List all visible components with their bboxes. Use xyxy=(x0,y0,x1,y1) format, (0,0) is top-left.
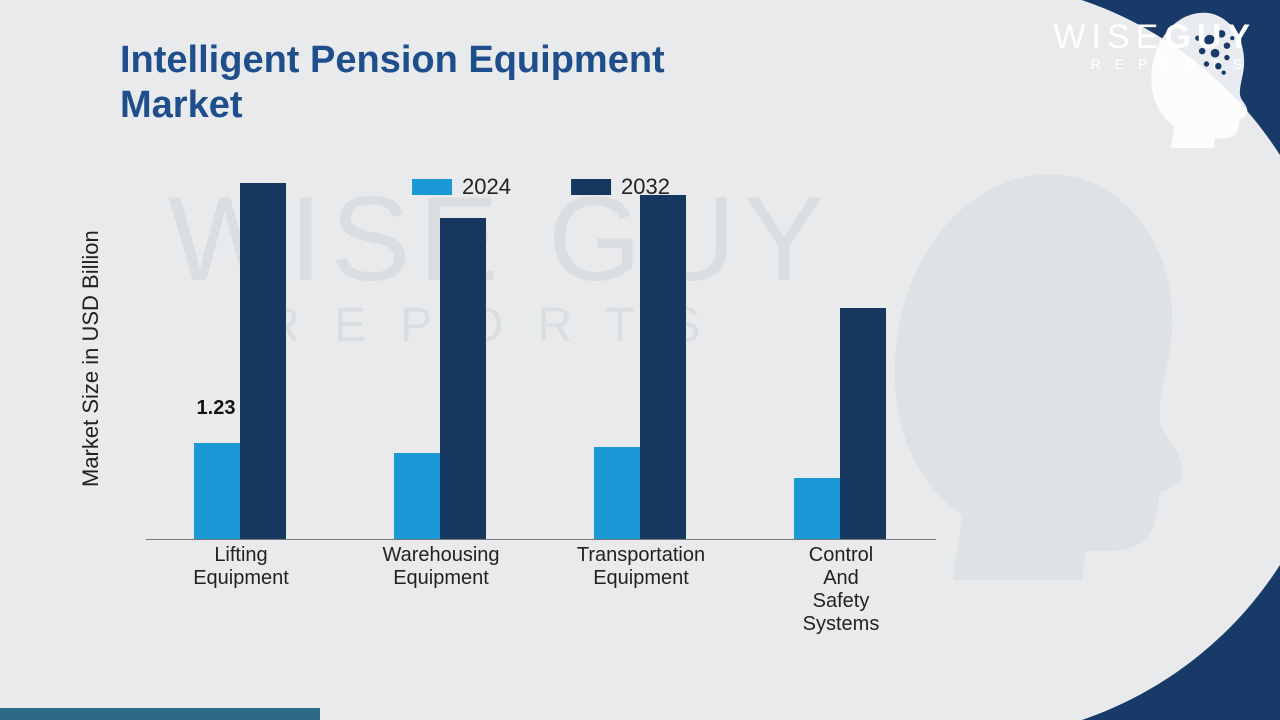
x-tick-label: TransportationEquipment xyxy=(556,544,726,590)
x-tick-label: LiftingEquipment xyxy=(156,544,326,590)
bar-chart: Market Size in USD Billion 2024 2032 1.2… xyxy=(60,160,940,590)
bar-2024 xyxy=(594,447,640,539)
x-tick-label: ControlAndSafetySystems xyxy=(756,544,926,636)
brand-line1-bold: GUY xyxy=(1164,18,1256,56)
infographic-canvas: WISE GUY REPORTS WISEGUY REPORTS Intelli… xyxy=(0,0,1280,720)
bar-2032 xyxy=(840,308,886,539)
bar-2032 xyxy=(240,183,286,539)
bar-value-label: 1.23 xyxy=(197,397,236,420)
bar-2032 xyxy=(440,218,486,539)
legend-swatch-2024 xyxy=(412,179,452,195)
bar-2024 xyxy=(194,443,240,539)
legend-item-2024: 2024 xyxy=(412,174,511,200)
brand-line1: WISEGUY xyxy=(976,20,1256,54)
brand-line1-light: WISE xyxy=(1053,18,1164,56)
y-axis-label: Market Size in USD Billion xyxy=(78,230,104,487)
chart-title: Intelligent Pension Equipment Market xyxy=(120,38,760,128)
bar-2024 xyxy=(794,478,840,539)
brand-block: WISEGUY REPORTS xyxy=(976,20,1256,72)
legend-label-2024: 2024 xyxy=(462,174,511,200)
legend: 2024 2032 xyxy=(412,174,670,200)
bar-2024 xyxy=(394,453,440,539)
bar-2032 xyxy=(640,195,686,539)
plot-area: 2024 2032 1.23 xyxy=(146,180,936,540)
legend-swatch-2032 xyxy=(571,179,611,195)
bottom-accent-bar xyxy=(0,708,320,720)
x-tick-label: WarehousingEquipment xyxy=(356,544,526,590)
brand-line2: REPORTS xyxy=(976,56,1256,72)
